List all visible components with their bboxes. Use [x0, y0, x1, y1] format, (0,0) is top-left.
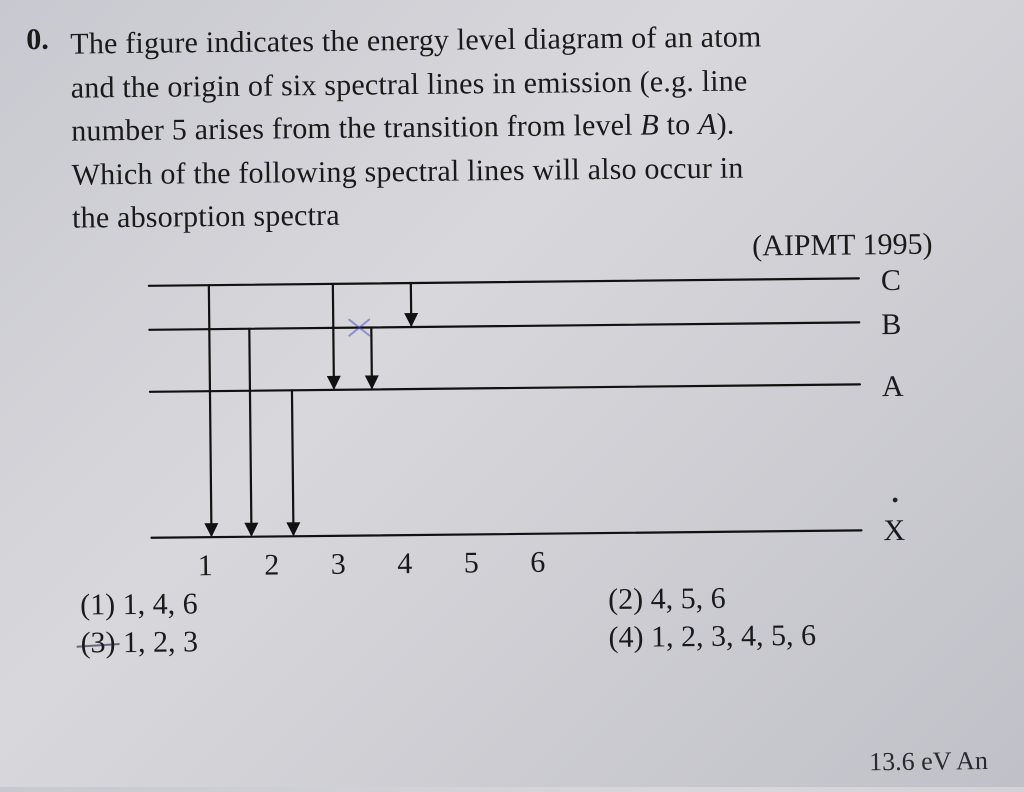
q-line-3a: number 5 arises from the transition from… — [71, 109, 641, 148]
energy-level-diagram: CBA X 1 2 3 4 5 6 — [99, 251, 962, 580]
q-line-3-ital-A: A — [698, 108, 717, 141]
q-line-3: number 5 arises from the transition from… — [71, 102, 763, 153]
level-label-B: B — [881, 307, 901, 341]
level-label-X: X — [883, 513, 905, 547]
question-block: 0. The figure indicates the energy level… — [26, 13, 992, 241]
q-line-4: Which of the following spectral lines wi… — [71, 146, 763, 197]
option-3-number: (3) — [80, 626, 115, 660]
option-1: (1) 1, 4, 6 — [80, 584, 468, 622]
q-line-3-ital-B: B — [640, 108, 659, 141]
diagram-svg — [99, 251, 962, 580]
level-label-C: C — [881, 263, 901, 297]
q-line-5: the absorption spectra — [72, 189, 764, 240]
question-number: 0. — [26, 23, 70, 57]
clipped-bottom-line: 13.6 eV An — [44, 746, 988, 786]
option-2: (2) 4, 5, 6 — [608, 578, 996, 616]
arrow-number-row: 1 2 3 4 5 6 — [198, 545, 568, 583]
level-label-A: A — [882, 369, 904, 403]
q-line-3-end: ). — [716, 108, 734, 141]
options-grid: (1) 1, 4, 6 (2) 4, 5, 6 (3) 1, 2, 3 (4) … — [80, 578, 997, 660]
option-3-text: 1, 2, 3 — [115, 625, 198, 659]
q-line-3-mid: to — [659, 108, 698, 141]
option-4: (4) 1, 2, 3, 4, 5, 6 — [608, 616, 996, 654]
q-line-2: and the origin of six spectral lines in … — [71, 59, 763, 110]
option-3: (3) 1, 2, 3 — [80, 622, 468, 660]
q-line-1: The figure indicates the energy level di… — [70, 15, 762, 66]
question-text: The figure indicates the energy level di… — [70, 15, 763, 240]
clipped-right: 13.6 eV An — [869, 746, 988, 777]
